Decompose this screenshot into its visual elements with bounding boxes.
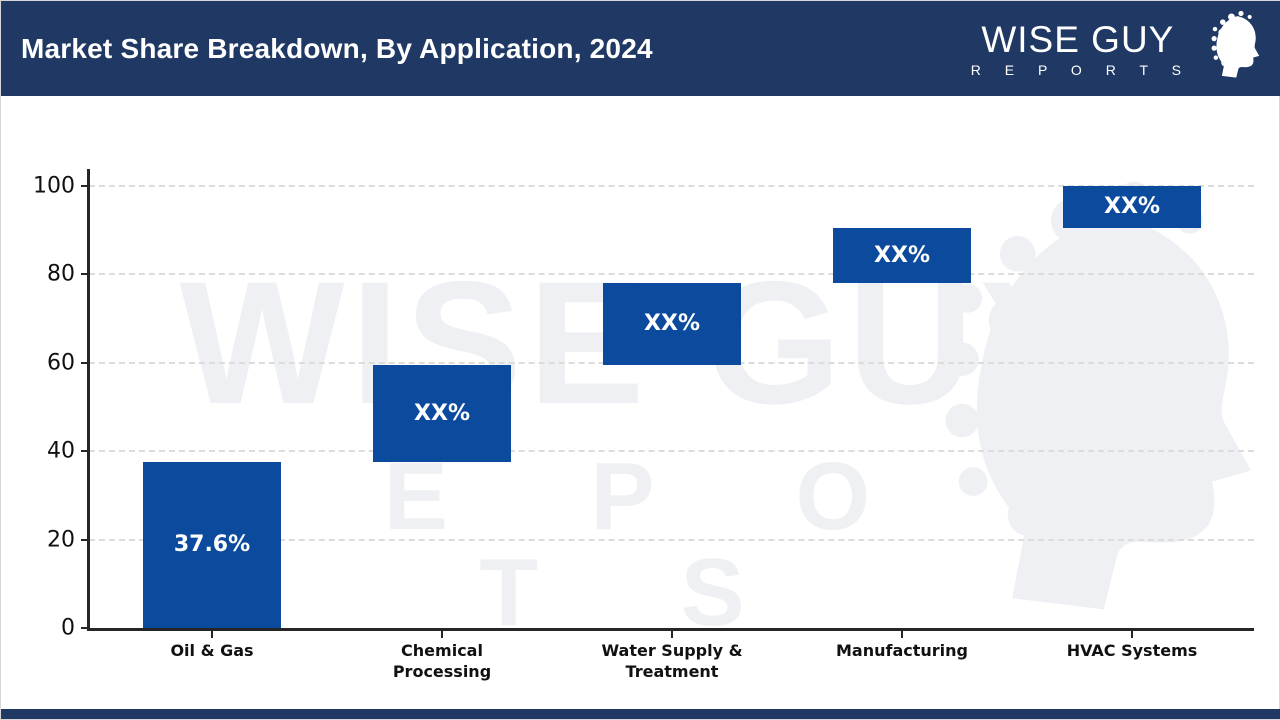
y-tick-mark <box>81 627 89 629</box>
y-tick-mark <box>81 538 89 541</box>
logo-subtitle: R E P O R T S <box>970 61 1191 78</box>
x-tick-mark <box>441 630 443 638</box>
y-tick-mark <box>81 361 89 364</box>
header-band: Market Share Breakdown, By Application, … <box>1 1 1280 96</box>
x-axis-line <box>87 628 1254 631</box>
watermark-head-icon <box>945 181 1251 610</box>
y-tick-label: 60 <box>47 350 75 375</box>
x-tick-mark <box>901 630 903 638</box>
y-axis-line <box>87 169 90 630</box>
footer-band <box>1 709 1280 719</box>
y-tick-mark <box>81 273 89 275</box>
y-tick-label: 0 <box>61 615 75 641</box>
logo-wordmark: WISE GUY <box>981 18 1175 60</box>
dotted-head-profile-icon <box>1211 10 1260 78</box>
bar-manufacturing: XX% <box>833 228 971 283</box>
page-title: Market Share Breakdown, By Application, … <box>21 32 653 64</box>
y-tick-label: 40 <box>47 438 75 464</box>
gridline-y20 <box>89 538 1254 541</box>
y-tick-label: 20 <box>47 527 75 552</box>
x-category-label: HVAC Systems <box>1066 641 1198 660</box>
y-tick-mark <box>81 184 89 187</box>
gridline-y100 <box>89 184 1254 187</box>
bar-water-supply-treatment: XX% <box>603 282 741 365</box>
bar-value-label: XX% <box>644 311 700 337</box>
bar-value-label: XX% <box>414 400 470 426</box>
x-category-label: Manufacturing <box>836 641 968 660</box>
logo-text: WISE GUY R E P O R T S <box>965 21 1191 77</box>
gridline-y80 <box>89 273 1254 275</box>
watermark-subtitle: R E P O R T S <box>171 443 1141 646</box>
y-tick-label: 80 <box>47 261 75 287</box>
wise-guy-reports-logo: WISE GUY R E P O R T S <box>965 8 1267 90</box>
bar-chemical-processing: XX% <box>373 364 511 462</box>
x-category-label: Chemical Processing <box>392 641 492 681</box>
bar-hvac-systems: XX% <box>1063 185 1201 229</box>
x-tick-mark <box>1131 630 1133 638</box>
x-tick-mark <box>671 630 673 638</box>
x-tick-mark <box>211 630 213 638</box>
x-category-label: Water Supply & Treatment <box>601 641 743 681</box>
y-tick-label: 100 <box>33 173 75 198</box>
x-category-label: Oil & Gas <box>170 641 254 660</box>
bar-value-label: 37.6% <box>173 532 251 558</box>
gridline-y40 <box>89 450 1254 452</box>
bar-value-label: XX% <box>1104 194 1160 220</box>
bar-value-label: XX% <box>874 243 930 269</box>
y-tick-mark <box>81 450 89 452</box>
bar-oil-gas: 37.6% <box>143 461 281 628</box>
